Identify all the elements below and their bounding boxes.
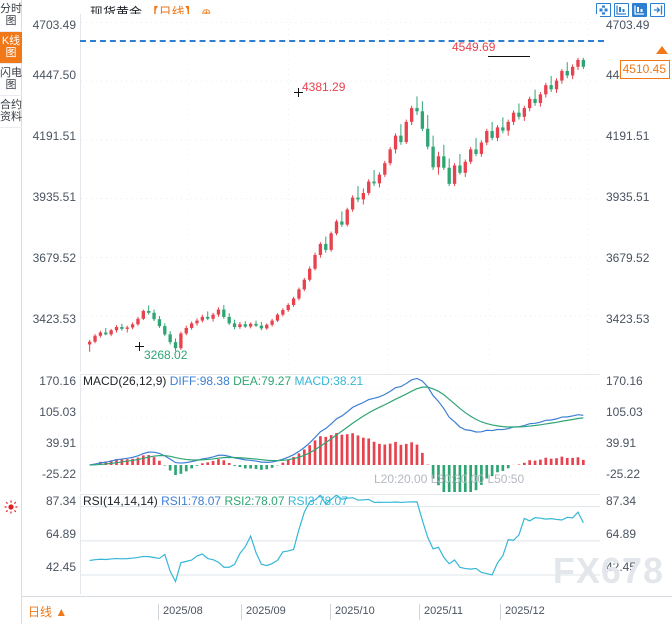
rsi-tick-right: 64.89 [606,527,637,541]
price-tick-right: 4703.49 [606,18,650,32]
sidebar-item-contract-info[interactable]: 合约资料 [0,96,22,128]
rsi-header: RSI(14,14,14) RSI1:78.07 RSI2:78.07 RSI3… [83,494,348,508]
rsi1-value: RSI1:78.07 [161,494,222,508]
sidebar-item-lightning[interactable]: 闪电图 [0,64,22,96]
price-tick-left: 3935.51 [32,190,76,204]
price-panel[interactable] [80,14,600,372]
macd-panel[interactable] [80,374,600,492]
rsi-tick-left: 87.34 [45,494,76,508]
period-low-label: 3268.02 [144,348,188,362]
secondary-high-marker [298,88,299,97]
period-low-marker [139,342,140,351]
macd-tick-right: 105.03 [606,405,643,419]
chart-toolbar [596,3,665,17]
rsi-tick-left: 42.45 [45,560,76,574]
sidebar-item-label: K线图 [1,35,21,59]
crosshair-icon[interactable]: ⊕ [201,6,212,20]
candlestick-plot[interactable] [80,14,600,372]
macd-diff-value: DIFF:98.38 [169,374,230,388]
rsi3-value: RSI3:78.07 [287,494,348,508]
left-sidebar: 分时图 K线图 闪电图 合约资料 [0,0,22,624]
period-high-marker [488,56,530,57]
last-price-arrow-icon [656,46,668,54]
rsi-tick-left: 64.89 [45,527,76,541]
macd-header: MACD(26,12,9) DIFF:98.38 DEA:79.27 MACD:… [83,374,363,388]
x-tick: 2025/08 [158,604,203,620]
period-high-label: 4549.69 [452,40,496,54]
x-tick: 2025/10 [330,604,375,620]
macd-tick-left: 39.91 [45,436,76,450]
price-tick-right: 3935.51 [606,190,650,204]
price-tick-right: 3423.53 [606,312,650,326]
chart-column: 现货黄金 【日线】 ⊕ [22,0,672,624]
macd-macd-value: MACD:38.21 [294,374,364,388]
period-selector-button[interactable]: 日线 ▲ [28,605,68,619]
macd-tick-left: -25.22 [41,467,76,481]
rsi-levels-label: L20:20.00 L30:30.00 L50:50 [374,472,525,486]
macd-tick-left: 170.16 [39,374,76,388]
scale-fit-icon[interactable] [632,3,647,17]
rsi-tick-right: 87.34 [606,494,637,508]
rsi-tick-right: 42.45 [606,560,637,574]
crosshair-move-icon[interactable] [596,3,611,17]
x-axis-bar: 日线 ▲ 2025/08 2025/09 2025/10 2025/11 202… [22,596,672,624]
macd-tick-right: 39.91 [606,436,637,450]
rsi2-value: RSI2:78.07 [224,494,285,508]
sidebar-item-label: 分时图 [0,3,22,27]
macd-tick-left: 105.03 [39,405,76,419]
sidebar-item-kline[interactable]: K线图 [0,32,22,64]
rsi-panel[interactable] [80,494,600,594]
sun-settings-icon[interactable] [4,500,18,514]
last-price-tag[interactable]: 4510.45 [619,60,670,79]
price-tick-left: 4447.50 [32,68,76,82]
macd-title: MACD(26,12,9) [83,374,167,388]
watermark: FX678 [552,550,664,591]
price-tick-right: 4191.51 [606,129,650,143]
macd-tick-right: -25.22 [606,467,641,481]
macd-dea-value: DEA:79.27 [233,374,292,388]
price-tick-left: 4191.51 [32,129,76,143]
price-tick-left: 3679.52 [32,251,76,265]
rsi-title: RSI(14,14,14) [83,494,158,508]
scale-left-icon[interactable] [614,3,629,17]
sidebar-item-label: 合约资料 [0,99,22,123]
secondary-high-label: 4381.29 [302,80,346,94]
x-tick: 2025/09 [241,604,286,620]
macd-tick-right: 170.16 [606,374,643,388]
sidebar-item-label: 闪电图 [0,67,22,91]
rsi-plot[interactable] [80,495,600,594]
last-price-line [80,40,604,42]
x-tick: 2025/12 [500,604,545,620]
price-tick-left: 3423.53 [32,312,76,326]
price-tick-left: 4703.49 [32,18,76,32]
price-tick-right: 3679.52 [606,251,650,265]
sidebar-item-time-share[interactable]: 分时图 [0,0,22,32]
shift-right-icon[interactable] [650,3,665,17]
x-tick: 2025/11 [419,604,463,620]
macd-plot[interactable] [80,375,600,492]
